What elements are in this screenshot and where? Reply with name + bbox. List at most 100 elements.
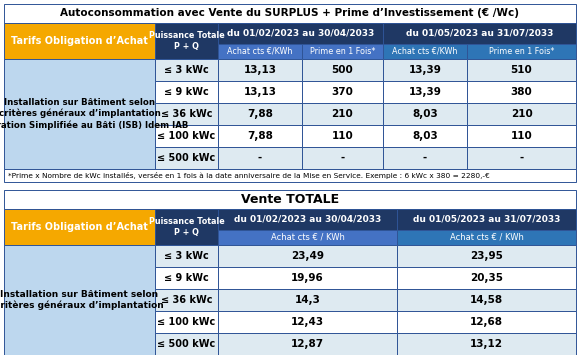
Text: 210: 210 xyxy=(332,109,353,119)
Bar xyxy=(302,59,383,81)
Text: *Prime x Nombre de kWc installés, versée en 1 fois à la date anniversaire de la : *Prime x Nombre de kWc installés, versée… xyxy=(8,172,490,179)
Text: ≤ 9 kWc: ≤ 9 kWc xyxy=(164,87,209,97)
Bar xyxy=(467,59,576,81)
Bar xyxy=(397,289,576,311)
Text: 500: 500 xyxy=(332,65,353,75)
Bar xyxy=(383,23,576,44)
Text: 370: 370 xyxy=(332,87,353,97)
Text: 110: 110 xyxy=(332,131,353,141)
Bar xyxy=(397,209,576,230)
Bar xyxy=(155,59,218,81)
Bar xyxy=(397,333,576,355)
Text: 7,88: 7,88 xyxy=(247,109,273,119)
Text: 8,03: 8,03 xyxy=(412,131,438,141)
Text: 23,49: 23,49 xyxy=(291,251,324,261)
Bar xyxy=(218,44,302,59)
Bar xyxy=(155,289,218,311)
Bar xyxy=(302,103,383,125)
Bar xyxy=(397,311,576,333)
Text: 12,43: 12,43 xyxy=(291,317,324,327)
Text: Achat cts €/KWh: Achat cts €/KWh xyxy=(392,47,458,56)
Bar xyxy=(155,147,218,169)
Text: -: - xyxy=(340,153,345,163)
Bar xyxy=(155,81,218,103)
Text: Vente TOTALE: Vente TOTALE xyxy=(241,193,339,206)
Bar xyxy=(155,267,218,289)
Text: 14,58: 14,58 xyxy=(470,295,503,305)
Bar xyxy=(4,23,155,59)
Text: du 01/05/2023 au 31/07/2033: du 01/05/2023 au 31/07/2033 xyxy=(413,215,560,224)
Text: 12,87: 12,87 xyxy=(291,339,324,349)
Bar xyxy=(155,311,218,333)
Bar xyxy=(155,103,218,125)
Text: Autoconsommation avec Vente du SURPLUS + Prime d’Investissement (€ /Wc): Autoconsommation avec Vente du SURPLUS +… xyxy=(60,9,520,18)
Bar xyxy=(383,81,467,103)
Text: ≤ 500 kWc: ≤ 500 kWc xyxy=(157,153,216,163)
Bar xyxy=(218,147,302,169)
Text: ≤ 3 kWc: ≤ 3 kWc xyxy=(164,65,209,75)
Bar xyxy=(302,44,383,59)
Bar xyxy=(467,125,576,147)
Bar xyxy=(383,147,467,169)
Text: 13,12: 13,12 xyxy=(470,339,503,349)
Bar xyxy=(218,81,302,103)
Text: 510: 510 xyxy=(510,65,532,75)
Bar xyxy=(4,245,155,355)
Bar xyxy=(397,230,576,245)
Text: ≤ 36 kWc: ≤ 36 kWc xyxy=(161,109,212,119)
Bar xyxy=(218,23,383,44)
Text: Installation sur Bâtiment selon
critères généraux d’implantation
Intégration Sim: Installation sur Bâtiment selon critères… xyxy=(0,98,188,130)
Text: Achat cts € / KWh: Achat cts € / KWh xyxy=(270,233,345,242)
Bar xyxy=(218,289,397,311)
Bar xyxy=(218,311,397,333)
Bar xyxy=(4,59,155,169)
Text: ≤ 36 kWc: ≤ 36 kWc xyxy=(161,295,212,305)
Bar xyxy=(383,59,467,81)
Text: Tarifs Obligation d’Achat: Tarifs Obligation d’Achat xyxy=(11,36,148,46)
Text: 14,3: 14,3 xyxy=(295,295,320,305)
Bar xyxy=(383,44,467,59)
Bar xyxy=(155,125,218,147)
Text: 13,13: 13,13 xyxy=(244,87,277,97)
Text: 13,13: 13,13 xyxy=(244,65,277,75)
Text: -: - xyxy=(258,153,262,163)
Bar xyxy=(467,44,576,59)
Bar xyxy=(383,125,467,147)
Bar xyxy=(4,209,155,245)
Text: Prime en 1 Fois*: Prime en 1 Fois* xyxy=(310,47,375,56)
Text: Achat cts € / KWh: Achat cts € / KWh xyxy=(450,233,523,242)
Bar xyxy=(218,125,302,147)
Bar xyxy=(218,209,397,230)
Bar xyxy=(218,59,302,81)
Text: Puissance Totale
P + Q: Puissance Totale P + Q xyxy=(148,217,224,237)
Text: ≤ 100 kWc: ≤ 100 kWc xyxy=(157,317,216,327)
Bar xyxy=(218,103,302,125)
Bar xyxy=(218,245,397,267)
Bar xyxy=(302,147,383,169)
Bar xyxy=(397,245,576,267)
Bar xyxy=(383,103,467,125)
Text: 380: 380 xyxy=(510,87,532,97)
Bar xyxy=(218,333,397,355)
Text: 210: 210 xyxy=(510,109,532,119)
Text: ≤ 3 kWc: ≤ 3 kWc xyxy=(164,251,209,261)
Text: -: - xyxy=(519,153,524,163)
Text: du 01/02/2023 au 30/04/2033: du 01/02/2023 au 30/04/2033 xyxy=(234,215,381,224)
Text: Tarifs Obligation d’Achat: Tarifs Obligation d’Achat xyxy=(11,222,148,232)
Bar xyxy=(467,103,576,125)
Text: Installation sur Bâtiment selon
critères généraux d’implantation: Installation sur Bâtiment selon critères… xyxy=(0,290,164,310)
Text: Puissance Totale
P + Q: Puissance Totale P + Q xyxy=(148,31,224,51)
Bar xyxy=(155,245,218,267)
Bar xyxy=(155,23,218,59)
Bar xyxy=(155,209,218,245)
Text: 20,35: 20,35 xyxy=(470,273,503,283)
Bar xyxy=(218,230,397,245)
Bar xyxy=(467,147,576,169)
Text: Achat cts €/KWh: Achat cts €/KWh xyxy=(227,47,293,56)
Bar xyxy=(4,4,576,23)
Text: ≤ 100 kWc: ≤ 100 kWc xyxy=(157,131,216,141)
Text: 12,68: 12,68 xyxy=(470,317,503,327)
Text: 13,39: 13,39 xyxy=(408,87,441,97)
Text: Prime en 1 Fois*: Prime en 1 Fois* xyxy=(489,47,554,56)
Text: 7,88: 7,88 xyxy=(247,131,273,141)
